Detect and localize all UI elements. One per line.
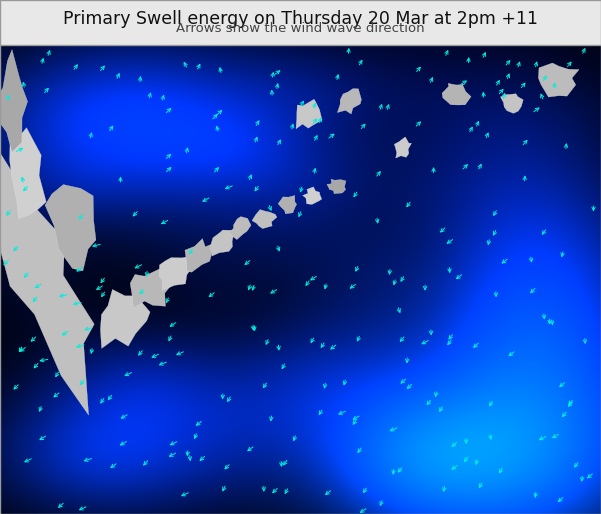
Polygon shape — [252, 210, 277, 229]
Polygon shape — [228, 216, 251, 240]
Polygon shape — [0, 50, 28, 152]
Polygon shape — [337, 88, 361, 114]
Polygon shape — [100, 289, 150, 348]
Polygon shape — [130, 269, 173, 308]
Polygon shape — [45, 185, 96, 271]
Polygon shape — [394, 137, 412, 158]
Text: Arrows show the wind wave direction: Arrows show the wind wave direction — [176, 22, 425, 35]
Polygon shape — [185, 238, 212, 272]
Polygon shape — [10, 127, 46, 218]
Polygon shape — [538, 63, 579, 97]
Polygon shape — [501, 94, 523, 113]
Text: Primary Swell energy on Thursday 20 Mar at 2pm +11: Primary Swell energy on Thursday 20 Mar … — [63, 10, 538, 28]
Polygon shape — [303, 187, 322, 205]
Polygon shape — [442, 83, 471, 105]
Polygon shape — [210, 230, 233, 256]
Polygon shape — [278, 195, 297, 214]
Polygon shape — [296, 99, 322, 129]
Polygon shape — [159, 256, 193, 290]
Polygon shape — [0, 148, 94, 415]
Polygon shape — [327, 179, 346, 194]
